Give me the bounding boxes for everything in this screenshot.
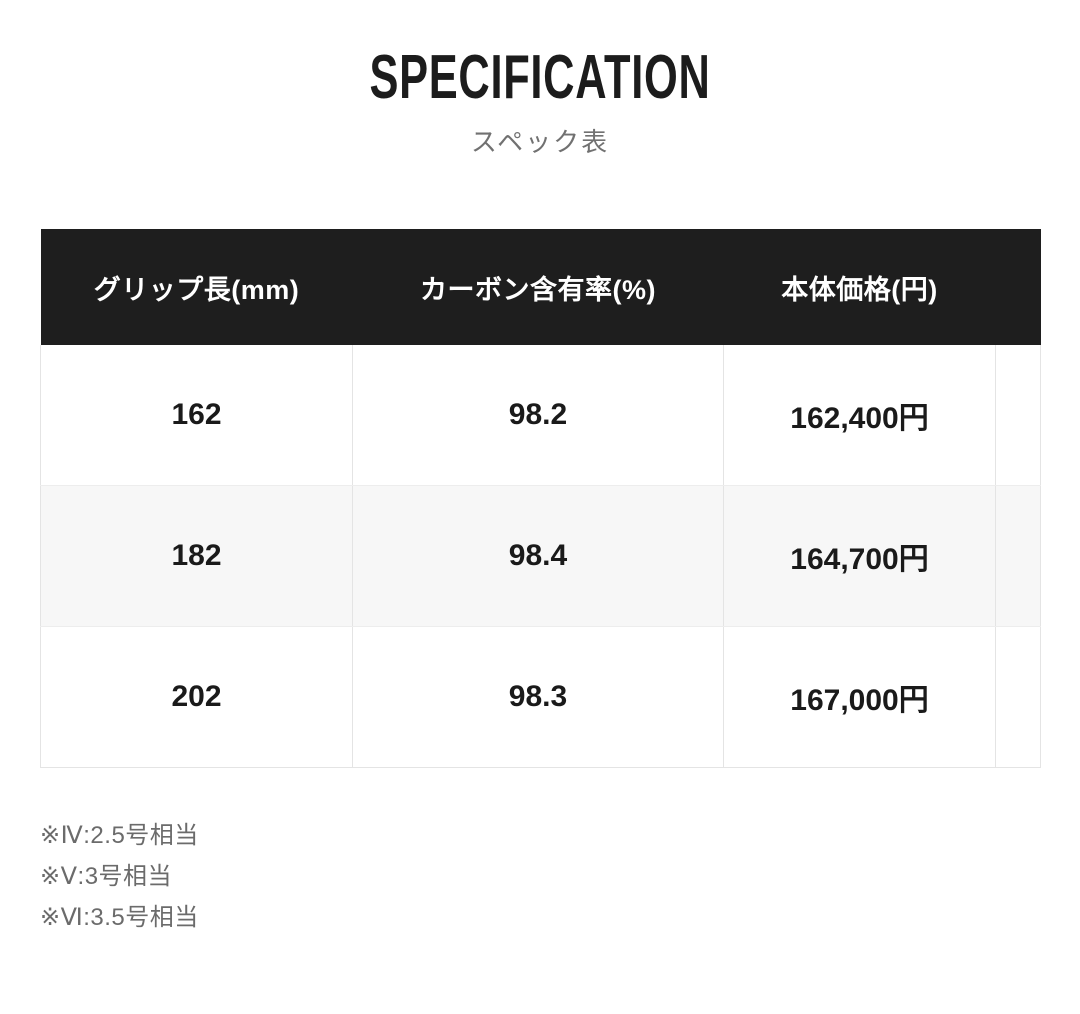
cell-grip-length: 182 [40,485,353,627]
column-header-carbon-content: カーボン含有率(%) [352,229,724,345]
cell-price: 167,000円 [723,626,996,768]
cell-price: 162,400円 [723,345,996,486]
page-subtitle: スペック表 [470,127,610,157]
table-row: 162 98.2 162,400円 [40,345,1041,486]
cell-carbon-content: 98.2 [352,345,724,486]
cell-extra [995,485,1041,627]
table-row: 202 98.3 167,000円 [40,626,1041,768]
heading-block: SPECIFICATION スペック表 [0,44,1080,158]
table-row: 182 98.4 164,700円 [40,485,1041,627]
cell-grip-length: 202 [40,626,353,768]
cell-extra [995,626,1041,768]
cell-grip-length: 162 [40,345,353,486]
column-header-extra [995,229,1041,345]
specification-table: グリップ長(mm) カーボン含有率(%) 本体価格(円) 162 98.2 16… [40,229,1041,768]
footnote-item: ※Ⅴ:3号相当 [40,863,173,890]
table-header-row: グリップ長(mm) カーボン含有率(%) 本体価格(円) [40,229,1041,345]
cell-carbon-content: 98.3 [352,626,724,768]
table-body: 162 98.2 162,400円 182 98.4 164,700円 202 … [40,345,1041,768]
footnote-item: ※Ⅵ:3.5号相当 [40,904,199,931]
cell-price: 164,700円 [723,485,996,627]
page-title: SPECIFICATION [369,43,711,112]
column-header-grip-length: グリップ長(mm) [40,229,353,345]
column-header-price: 本体価格(円) [723,229,996,345]
cell-extra [995,345,1041,486]
table-header: グリップ長(mm) カーボン含有率(%) 本体価格(円) [40,229,1041,345]
footnotes: ※Ⅳ:2.5号相当 ※Ⅴ:3号相当 ※Ⅵ:3.5号相当 [40,815,199,938]
cell-carbon-content: 98.4 [352,485,724,627]
footnote-item: ※Ⅳ:2.5号相当 [40,822,199,849]
